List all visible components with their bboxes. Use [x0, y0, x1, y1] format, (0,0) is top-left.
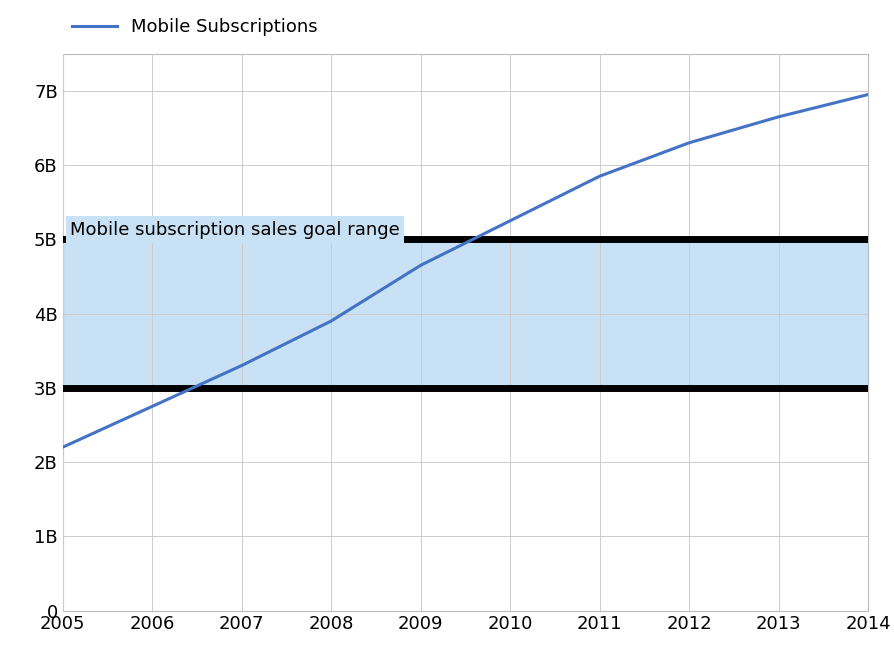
Legend: Mobile Subscriptions: Mobile Subscriptions	[72, 18, 317, 36]
Text: Mobile subscription sales goal range: Mobile subscription sales goal range	[70, 221, 399, 239]
Bar	[63, 240, 867, 388]
